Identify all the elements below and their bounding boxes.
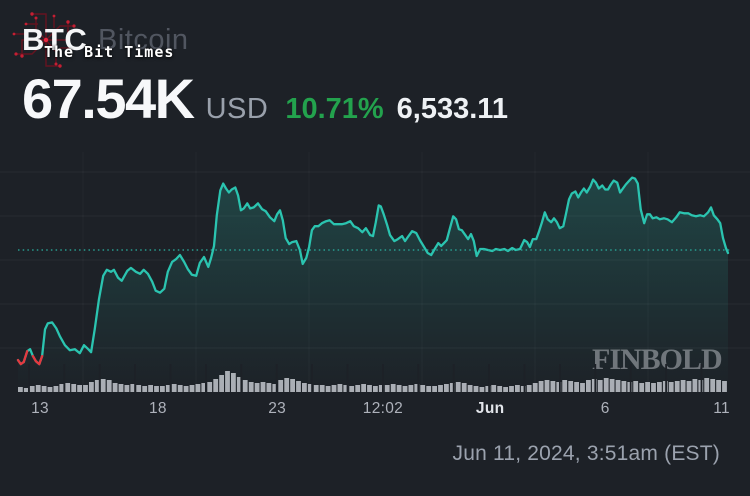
bit-times-circuit-icon [12,12,76,68]
symbol-name: Bitcoin [98,24,189,56]
header: BTC Bitcoin The Bit Times [0,0,420,70]
change-percent: 10.71% [285,93,384,125]
timestamp: Jun 11, 2024, 3:51am (EST) [452,442,720,465]
price-row: 67.54K USD 10.71% 6,533.11 [22,66,508,131]
volume-bars [18,364,727,393]
x-axis-tick-12-02: 12:02 [362,400,404,417]
x-axis-tick-11: 11 [713,400,730,417]
x-axis-tick-6: 6 [600,400,610,417]
change-absolute: 6,533.11 [396,93,508,125]
finbold-watermark: FINBOLD [592,343,722,376]
price-currency: USD [205,93,269,125]
x-axis: 13 18 23 12:02 Jun 6 11 [0,400,750,422]
x-axis-tick-13: 13 [31,400,49,417]
symbol-ticker: BTC [22,22,88,57]
x-axis-tick-23: 23 [268,400,287,417]
bit-times-brand-watermark: The Bit Times [44,43,175,61]
x-axis-tick-18: 18 [148,400,167,417]
current-price: 67.54K [22,67,195,130]
price-area-series [16,176,730,393]
x-axis-tick-jun: Jun [475,400,505,417]
